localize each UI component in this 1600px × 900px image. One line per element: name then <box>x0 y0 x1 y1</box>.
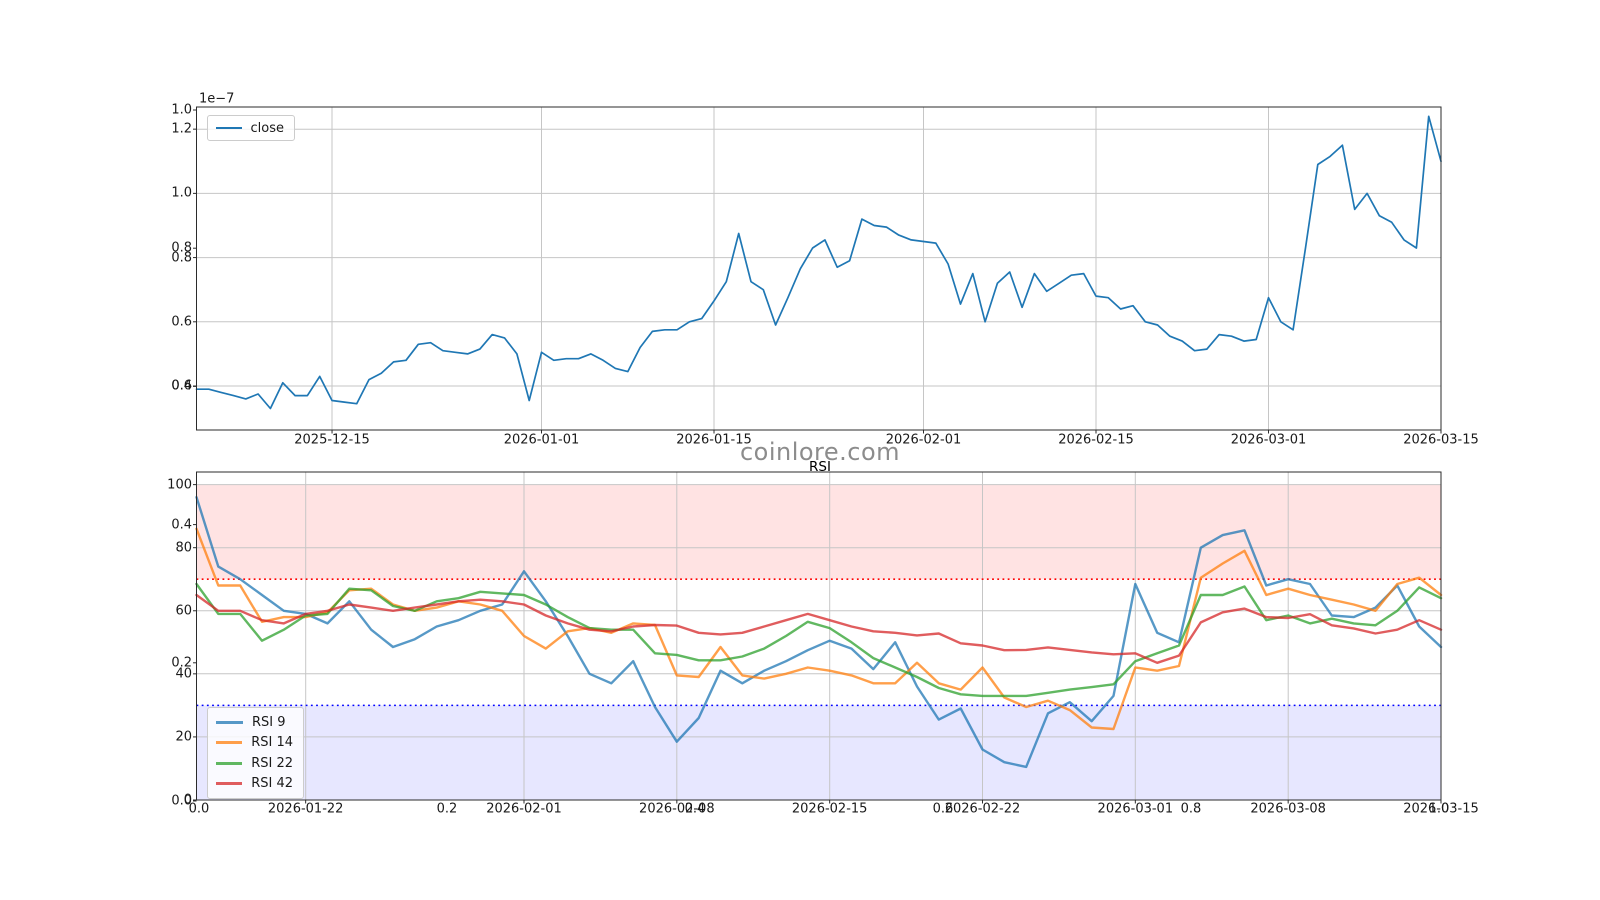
close-line-swatch <box>216 127 242 129</box>
rsi-42-line <box>195 593 1443 664</box>
legend-item-rsi-14: RSI 14 <box>216 735 293 750</box>
overbought-band <box>196 484 1441 580</box>
rsi-42-swatch <box>216 782 243 786</box>
legend-item-rsi-22: RSI 22 <box>216 756 293 771</box>
legend-label-rsi-42: RSI 42 <box>251 776 293 792</box>
rsi-9-line <box>195 496 1443 769</box>
rsi-22-swatch <box>216 761 243 765</box>
rsi-14-swatch <box>216 741 243 745</box>
legend-label-close: close <box>250 120 284 136</box>
legend-item-close: close <box>216 121 284 136</box>
legend-label-rsi-14: RSI 14 <box>251 735 293 751</box>
axes-frame <box>196 471 1442 801</box>
legend-label-rsi-9: RSI 9 <box>252 714 286 730</box>
rsi-9-swatch <box>216 720 243 724</box>
watermark: coinlore.com <box>739 438 901 466</box>
legend-close: close <box>207 115 295 141</box>
legend-item-rsi-42: RSI 42 <box>216 776 293 791</box>
close-line <box>195 115 1442 410</box>
rsi-chart-title: RSI <box>809 459 831 475</box>
axes-frame <box>196 106 1442 431</box>
y-axis-offset-label: 1e−7 <box>199 91 235 107</box>
oversold-band <box>196 705 1441 800</box>
legend-item-rsi-9: RSI 9 <box>216 715 293 730</box>
legend-label-rsi-22: RSI 22 <box>251 755 293 771</box>
legend-rsi: RSI 9 RSI 14 RSI 22 RSI 42 <box>207 707 304 799</box>
